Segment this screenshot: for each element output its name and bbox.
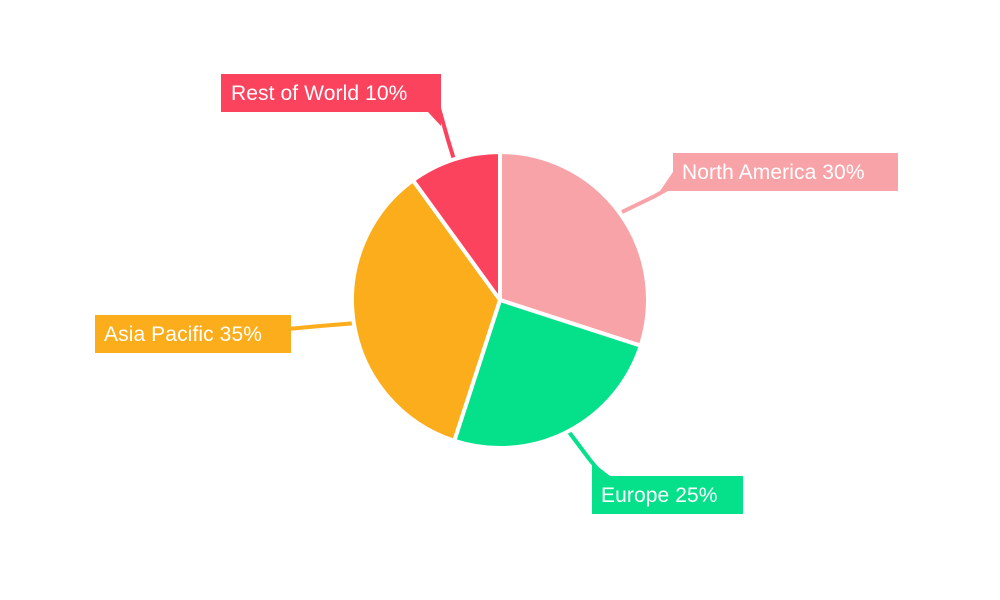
pie-label-north-america: North America 30% [682,160,865,184]
pie-slices [350,150,650,450]
pie-slice-asia-pacific[interactable] [350,178,502,443]
label-box-rest-of-world [221,74,441,112]
leader-line-asia-pacific [287,321,358,331]
label-tail-north-america [660,172,673,191]
pie-slice-rest-of-world[interactable] [411,150,502,302]
label-boxes [95,74,898,514]
pie-slice-europe[interactable] [452,298,643,450]
pie-slice-north-america[interactable] [498,150,650,348]
pie-label-asia-pacific: Asia Pacific 35% [104,322,263,346]
label-box-north-america [673,153,898,191]
pie-label-rest-of-world: Rest of World 10% [231,81,408,105]
label-box-asia-pacific [95,315,291,353]
label-tail-rest-of-world [428,112,441,126]
label-box-europe [592,476,743,514]
pie-label-europe: Europe 25% [601,483,718,507]
label-tail-europe [592,462,610,476]
